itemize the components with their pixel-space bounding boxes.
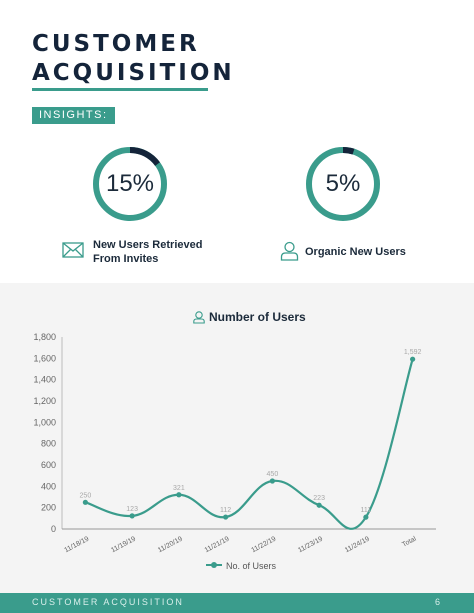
x-tick-labels: 11/18/19 11/19/19 11/20/19 11/21/19 11/22/19… xyxy=(63,535,418,554)
y-tick-label: 600 xyxy=(41,460,56,470)
series-line-no-of-users xyxy=(85,358,414,530)
kpi-percent-organic: 5% xyxy=(325,170,361,197)
chart-legend: No. of Users xyxy=(206,561,277,571)
footer-title: CUSTOMER ACQUISITION xyxy=(32,597,184,607)
chart-title: Number of Users xyxy=(209,310,306,324)
data-label: 321 xyxy=(173,485,185,492)
data-label: 223 xyxy=(313,495,325,502)
kpi-label-organic-line1: Organic New Users xyxy=(305,246,406,258)
y-tick-label: 400 xyxy=(41,481,56,491)
y-tick-label: 1,800 xyxy=(33,332,56,342)
kpi-label-invites-line2: From Invites xyxy=(93,253,159,265)
page-title-line1: CUSTOMER xyxy=(32,31,200,57)
footer-bar: CUSTOMER ACQUISITION 6 xyxy=(0,593,474,613)
x-tick-label: 11/23/19 xyxy=(297,536,324,555)
y-tick-label: 1,400 xyxy=(33,375,56,385)
data-point xyxy=(223,514,229,520)
data-point xyxy=(316,502,322,508)
donut-ring-invites xyxy=(93,147,167,221)
data-point xyxy=(176,492,182,498)
kpi-percent-invites: 15% xyxy=(105,170,155,197)
y-tick-label: 200 xyxy=(41,503,56,513)
kpi-label-invites-line1: New Users Retrieved xyxy=(93,239,203,251)
legend-marker xyxy=(211,562,217,568)
envelope-icon xyxy=(62,242,84,263)
line-chart: Number of Users 0 200 400 600 800 1,000 1,200 1… xyxy=(33,310,436,571)
data-label: 450 xyxy=(267,471,279,478)
data-label: 1,592 xyxy=(404,349,422,356)
y-tick-label: 0 xyxy=(51,524,56,534)
page-title-line2: ACQUISITION xyxy=(32,60,235,86)
kpi-label-organic: Organic New Users xyxy=(305,245,406,259)
data-point xyxy=(82,499,88,505)
page-title: CUSTOMER ACQUISITION xyxy=(32,30,235,88)
data-point xyxy=(269,478,275,484)
legend-label: No. of Users xyxy=(226,561,277,571)
y-tick-labels: 0 200 400 600 800 1,000 1,200 1,400 1,600 1,800 xyxy=(33,332,56,534)
y-tick-label: 1,600 xyxy=(33,353,56,363)
data-label: 112 xyxy=(220,507,231,514)
donut-ring-organic xyxy=(306,147,380,221)
data-point xyxy=(129,513,135,519)
data-label: 111 xyxy=(361,507,372,514)
user-icon xyxy=(280,241,299,266)
x-tick-label: Total xyxy=(401,535,418,548)
kpi-donut-organic: 5% xyxy=(304,145,382,223)
data-labels: 250 123 321 112 450 223 111 1,592 xyxy=(80,349,422,514)
data-label: 250 xyxy=(80,492,92,499)
page-number: 6 xyxy=(434,597,440,607)
x-tick-label: 11/21/19 xyxy=(204,536,231,555)
x-tick-label: 11/24/19 xyxy=(344,536,371,555)
x-tick-label: 11/20/19 xyxy=(157,536,184,555)
data-point xyxy=(410,356,416,362)
title-underline xyxy=(32,88,208,91)
x-tick-label: 11/22/19 xyxy=(250,536,277,555)
chart-title-group: Number of Users xyxy=(193,310,306,324)
series-points xyxy=(82,356,416,520)
y-tick-label: 1,200 xyxy=(33,396,56,406)
data-point xyxy=(363,514,369,520)
x-tick-label: 11/19/19 xyxy=(110,536,137,555)
chart-title-user-icon xyxy=(193,311,205,324)
chart-panel: Number of Users 0 200 400 600 800 1,000 1,200 1… xyxy=(0,283,474,593)
data-label: 123 xyxy=(126,506,138,513)
x-tick-label: 11/18/19 xyxy=(63,536,90,555)
kpi-label-invites: New Users Retrieved From Invites xyxy=(93,238,202,266)
insights-badge: INSIGHTS: xyxy=(32,107,115,124)
y-tick-label: 800 xyxy=(41,439,56,449)
y-tick-label: 1,000 xyxy=(33,417,56,427)
kpi-donut-invites: 15% xyxy=(91,145,169,223)
